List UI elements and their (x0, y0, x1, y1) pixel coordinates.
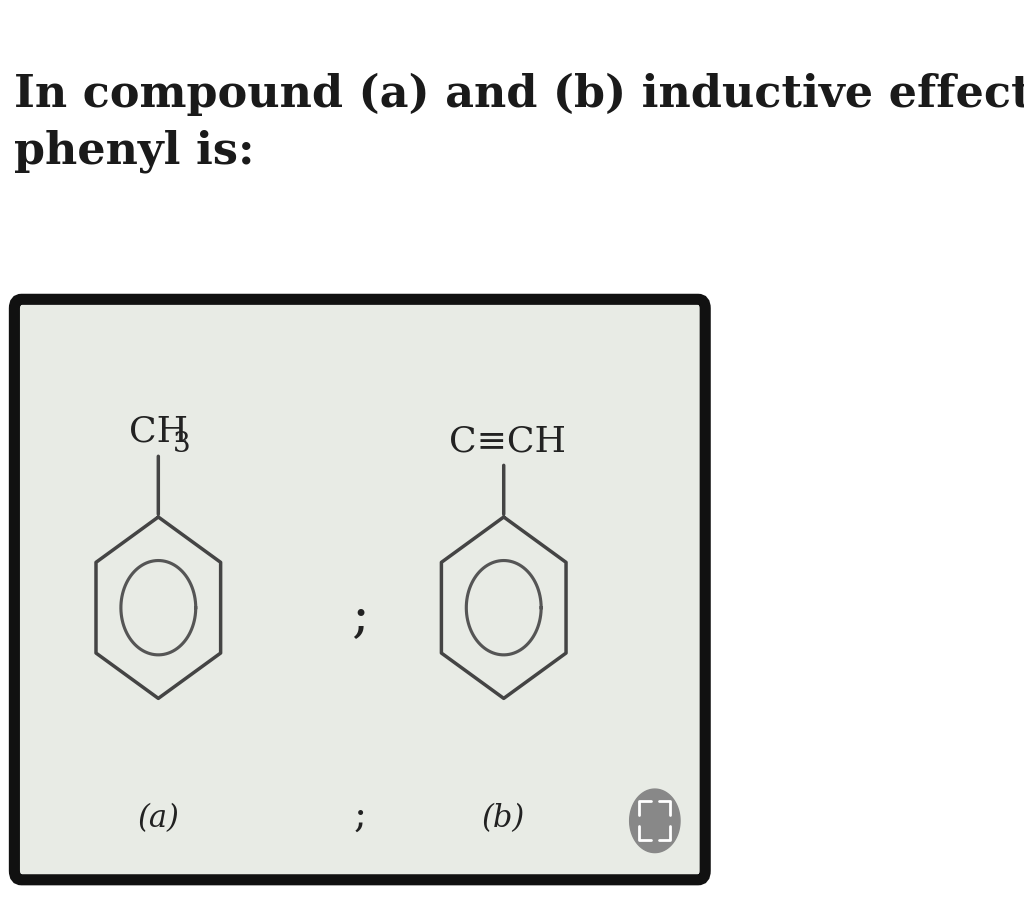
Polygon shape (630, 789, 680, 853)
Text: (b): (b) (482, 804, 525, 834)
Text: In compound (a) and (b) inductive effect of
phenyl is:: In compound (a) and (b) inductive effect… (14, 73, 1024, 173)
Text: (a): (a) (137, 804, 179, 834)
Text: ;: ; (351, 591, 369, 642)
Text: 3: 3 (172, 431, 190, 458)
Text: CH: CH (129, 415, 187, 449)
Text: ;: ; (353, 797, 367, 834)
FancyBboxPatch shape (14, 299, 706, 880)
Text: C≡CH: C≡CH (449, 424, 566, 458)
